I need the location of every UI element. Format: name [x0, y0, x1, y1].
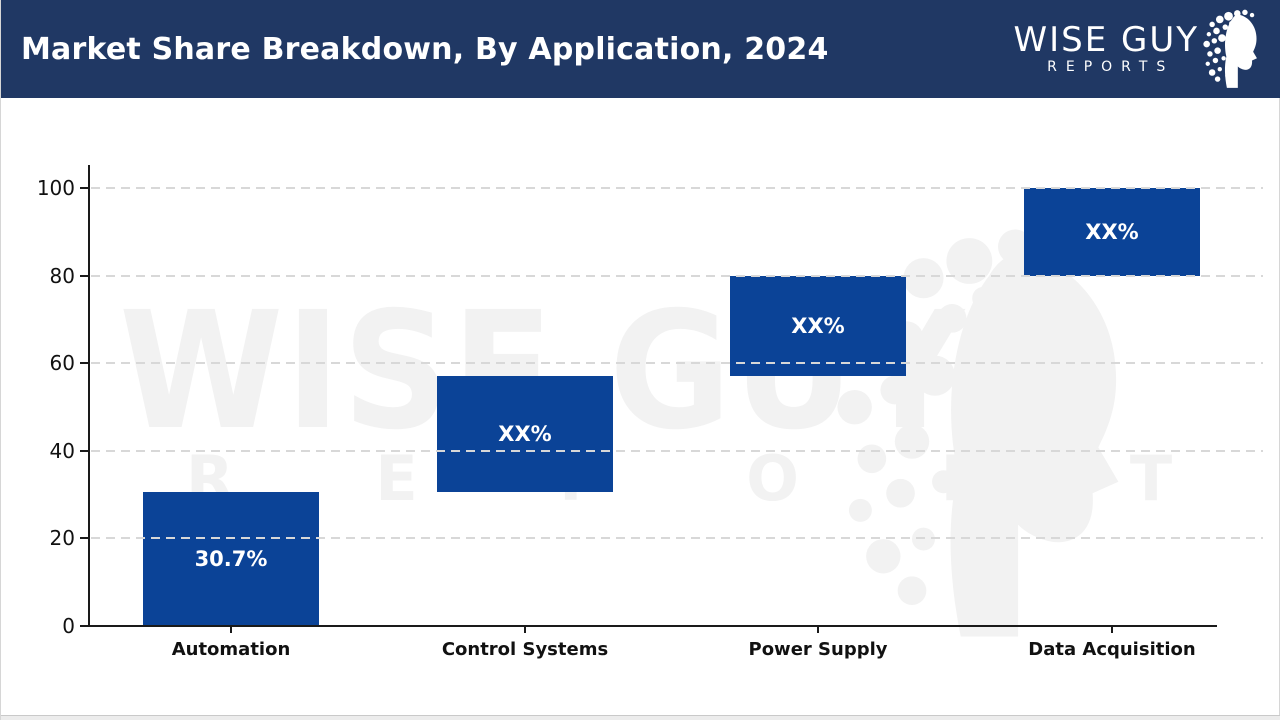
gridline-60 — [91, 362, 1263, 365]
bar-control-systems: XX% — [437, 376, 613, 492]
logo-reports-label: REPORTS — [1047, 59, 1175, 75]
y-tick-label-80: 80 — [49, 263, 75, 288]
x-tick-2 — [817, 627, 819, 633]
x-category-label: Power Supply — [748, 639, 888, 660]
y-tick-20 — [80, 537, 89, 540]
logo-head-icon — [1201, 8, 1267, 90]
y-tick-0 — [80, 625, 89, 627]
bar-automation: 30.7% — [143, 491, 319, 626]
x-tick-3 — [1111, 627, 1113, 633]
bar-value-label: XX% — [498, 421, 552, 446]
logo-wiseguy-label: WISE GUY — [1013, 20, 1199, 60]
logo-text: WISE GUY REPORTS — [1013, 22, 1199, 76]
x-axis-line — [89, 625, 1217, 627]
gridline-100 — [91, 187, 1263, 189]
page-title: Market Share Breakdown, By Application, … — [21, 31, 829, 67]
y-tick-60 — [80, 362, 89, 365]
bar-power-supply: XX% — [730, 275, 906, 377]
y-tick-label-40: 40 — [49, 438, 75, 463]
y-tick-label-60: 60 — [49, 351, 75, 376]
y-tick-100 — [80, 187, 89, 189]
gridline-20 — [91, 537, 1263, 540]
y-tick-40 — [80, 449, 89, 452]
x-tick-1 — [524, 627, 526, 633]
watermark-head-icon — [823, 218, 1173, 648]
y-tick-80 — [80, 274, 89, 277]
title-bar: Market Share Breakdown, By Application, … — [1, 0, 1280, 98]
x-category-label: Data Acquisition — [1028, 639, 1196, 660]
bar-value-label: XX% — [1085, 219, 1139, 244]
bar-data-acquisition: XX% — [1024, 188, 1200, 276]
gridline-80 — [91, 274, 1263, 277]
bar-value-label: 30.7% — [194, 546, 268, 571]
y-tick-label-100: 100 — [36, 176, 75, 200]
bar-value-label: XX% — [791, 313, 845, 338]
x-tick-0 — [230, 627, 232, 633]
wise-guy-reports-logo: WISE GUY REPORTS — [1013, 8, 1280, 90]
y-tick-label-0: 0 — [62, 614, 75, 638]
bottom-border — [1, 715, 1280, 720]
x-category-label: Control Systems — [441, 639, 609, 660]
y-tick-label-20: 20 — [49, 526, 75, 551]
y-axis-line — [88, 165, 90, 627]
gridline-40 — [91, 449, 1263, 452]
x-category-label: Automation — [171, 639, 291, 660]
